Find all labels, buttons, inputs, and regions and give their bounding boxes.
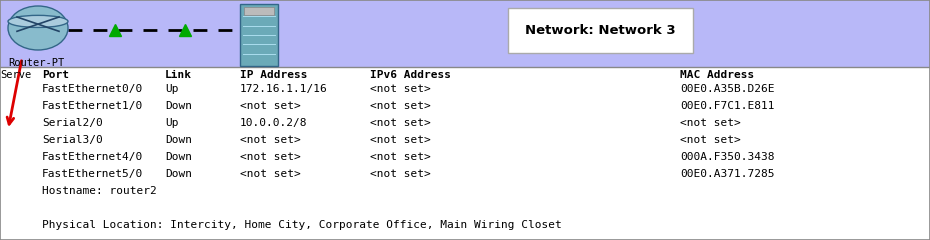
Text: Up: Up — [165, 84, 179, 94]
Text: Serve: Serve — [0, 70, 32, 80]
Text: Router-PT: Router-PT — [8, 58, 64, 68]
Text: <not set>: <not set> — [680, 118, 741, 128]
Text: 00E0.A371.7285: 00E0.A371.7285 — [680, 169, 775, 179]
Text: 00E0.F7C1.E811: 00E0.F7C1.E811 — [680, 101, 775, 111]
Text: <not set>: <not set> — [370, 152, 431, 162]
Text: <not set>: <not set> — [370, 101, 431, 111]
Text: <not set>: <not set> — [370, 84, 431, 94]
Text: FastEthernet4/0: FastEthernet4/0 — [42, 152, 143, 162]
Bar — [240, 4, 278, 66]
Text: <not set>: <not set> — [680, 135, 741, 145]
Text: <not set>: <not set> — [370, 135, 431, 145]
Text: <not set>: <not set> — [240, 135, 300, 145]
Text: Serial3/0: Serial3/0 — [42, 135, 102, 145]
Text: Down: Down — [165, 135, 192, 145]
Bar — [508, 8, 693, 53]
Text: IPv6 Address: IPv6 Address — [370, 70, 451, 80]
Text: Network: Network 3: Network: Network 3 — [525, 24, 676, 37]
Text: Link: Link — [165, 70, 192, 80]
Text: IP Address: IP Address — [240, 70, 308, 80]
Text: 000A.F350.3438: 000A.F350.3438 — [680, 152, 775, 162]
Bar — [244, 7, 274, 15]
Ellipse shape — [8, 15, 68, 27]
Text: FastEthernet0/0: FastEthernet0/0 — [42, 84, 143, 94]
Text: Hostname: router2: Hostname: router2 — [42, 186, 157, 196]
Bar — [0, 0, 930, 67]
Text: Down: Down — [165, 169, 192, 179]
Text: FastEthernet1/0: FastEthernet1/0 — [42, 101, 143, 111]
Bar — [0, 67, 930, 240]
Text: Up: Up — [165, 118, 179, 128]
Text: <not set>: <not set> — [240, 152, 300, 162]
Text: Down: Down — [165, 101, 192, 111]
Text: <not set>: <not set> — [370, 169, 431, 179]
Text: Port: Port — [42, 70, 69, 80]
Text: Down: Down — [165, 152, 192, 162]
Ellipse shape — [8, 6, 68, 50]
Text: Serial2/0: Serial2/0 — [42, 118, 102, 128]
Text: FastEthernet5/0: FastEthernet5/0 — [42, 169, 143, 179]
Text: MAC Address: MAC Address — [680, 70, 754, 80]
Text: <not set>: <not set> — [370, 118, 431, 128]
Text: 00E0.A35B.D26E: 00E0.A35B.D26E — [680, 84, 775, 94]
Text: <not set>: <not set> — [240, 169, 300, 179]
Text: Physical Location: Intercity, Home City, Corporate Office, Main Wiring Closet: Physical Location: Intercity, Home City,… — [42, 220, 562, 230]
Text: 172.16.1.1/16: 172.16.1.1/16 — [240, 84, 327, 94]
Text: <not set>: <not set> — [240, 101, 300, 111]
Text: 10.0.0.2/8: 10.0.0.2/8 — [240, 118, 308, 128]
